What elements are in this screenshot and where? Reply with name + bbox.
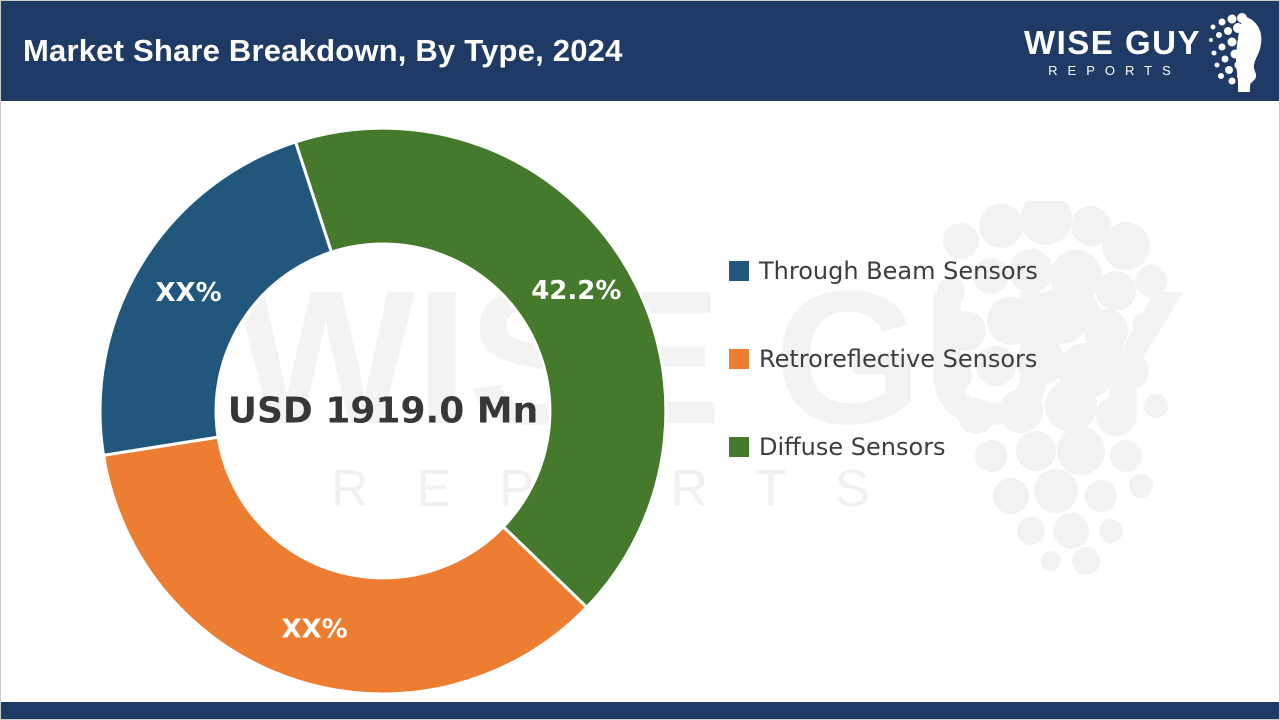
footer-bar xyxy=(1,702,1279,719)
legend-label: Through Beam Sensors xyxy=(759,257,1038,285)
page-title: Market Share Breakdown, By Type, 2024 xyxy=(23,33,623,68)
brand-face-icon xyxy=(1209,13,1262,92)
legend-label: Retroreflective Sensors xyxy=(759,345,1038,373)
chart-legend: Through Beam Sensors Retroreflective Sens… xyxy=(729,257,1038,461)
legend-label: Diffuse Sensors xyxy=(759,433,946,461)
brand-logo-wiseguy-text: WISE GUY xyxy=(1023,23,1201,61)
legend-item-through-beam-sensors: Through Beam Sensors xyxy=(729,257,1038,285)
legend-swatch-retroreflective-sensors xyxy=(729,349,749,369)
watermark-text-reports: REPORTS xyxy=(331,460,918,518)
legend-swatch-through-beam-sensors xyxy=(729,261,749,281)
watermark-face-icon xyxy=(937,201,1168,575)
header-bar: Market Share Breakdown, By Type, 2024 WI… xyxy=(1,1,1279,101)
legend-item-retroreflective-sensors: Retroreflective Sensors xyxy=(729,345,1038,373)
legend-item-diffuse-sensors: Diffuse Sensors xyxy=(729,433,1038,461)
chart-center-value: USD 1919.0 Mn xyxy=(227,390,539,432)
brand-logo: WISE GUY REPORTS xyxy=(1024,1,1201,101)
legend-swatch-diffuse-sensors xyxy=(729,437,749,457)
brand-logo-reports-text: REPORTS xyxy=(1048,62,1181,78)
